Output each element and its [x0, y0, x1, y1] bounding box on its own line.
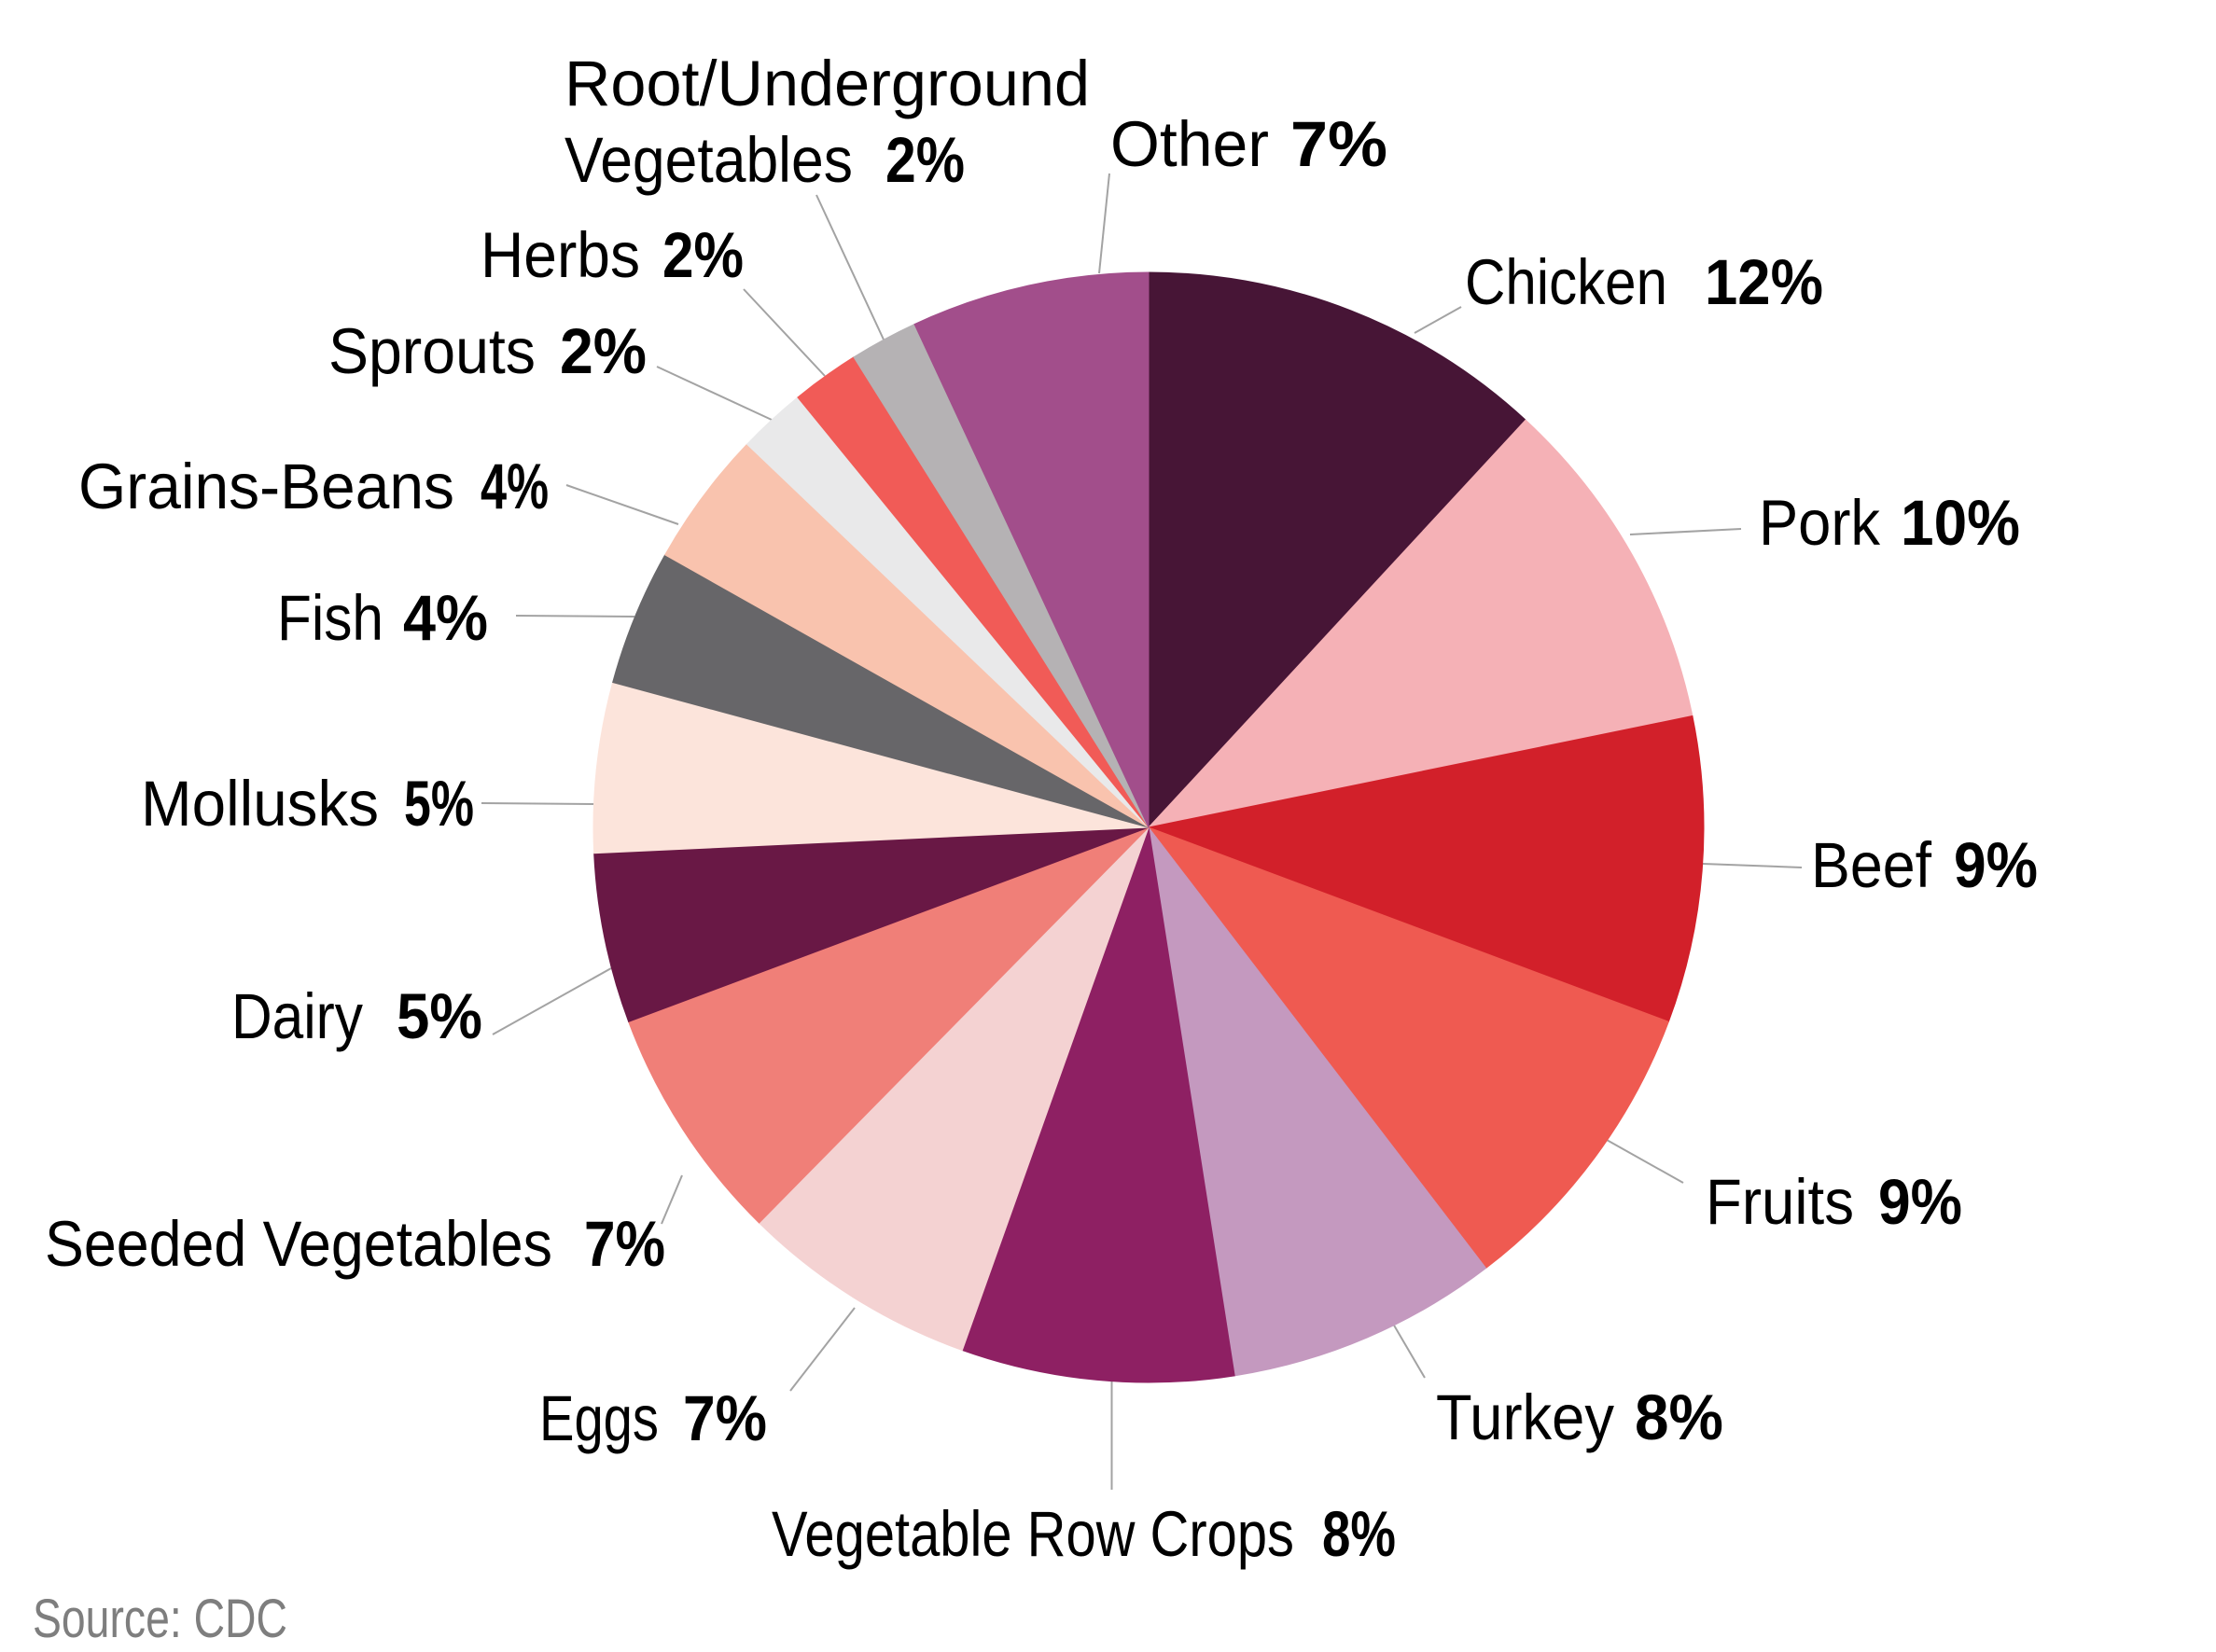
svg-text:Fish: Fish [277, 582, 383, 654]
svg-text:Herbs: Herbs [481, 219, 640, 291]
svg-text:Beef: Beef [1811, 829, 1932, 901]
svg-text:Dairy: Dairy [231, 980, 363, 1052]
svg-text:Pork: Pork [1759, 487, 1880, 559]
svg-text:Root/Underground: Root/Underground [564, 48, 1090, 119]
svg-text:Vegetable Row Crops: Vegetable Row Crops [772, 1498, 1294, 1570]
svg-text:8%: 8% [1322, 1498, 1396, 1570]
svg-text:Turkey: Turkey [1436, 1381, 1614, 1453]
svg-text:2%: 2% [885, 124, 965, 196]
svg-text:Fruits: Fruits [1706, 1166, 1854, 1238]
svg-text:2%: 2% [560, 315, 647, 387]
svg-text:Eggs: Eggs [539, 1382, 659, 1454]
svg-text:Grains-Beans: Grains-Beans [78, 451, 454, 522]
svg-text:4%: 4% [403, 582, 488, 654]
svg-text:5%: 5% [397, 980, 482, 1052]
svg-text:Mollusks: Mollusks [141, 768, 379, 840]
svg-text:Other: Other [1110, 108, 1269, 180]
svg-text:9%: 9% [1954, 829, 2038, 901]
svg-text:7%: 7% [1290, 108, 1387, 180]
svg-text:10%: 10% [1901, 487, 2020, 559]
svg-text:4%: 4% [481, 451, 549, 522]
svg-text:5%: 5% [404, 768, 474, 840]
svg-text:7%: 7% [683, 1382, 767, 1454]
svg-text:Source: CDC: Source: CDC [33, 1589, 287, 1649]
svg-text:Vegetables: Vegetables [564, 124, 853, 196]
svg-text:7%: 7% [584, 1208, 665, 1280]
svg-text:12%: 12% [1705, 246, 1823, 318]
svg-text:2%: 2% [662, 219, 744, 291]
svg-text:9%: 9% [1878, 1166, 1962, 1238]
svg-text:8%: 8% [1635, 1381, 1723, 1453]
svg-text:Sprouts: Sprouts [328, 315, 536, 387]
svg-text:Seeded Vegetables: Seeded Vegetables [45, 1208, 552, 1280]
svg-text:Chicken: Chicken [1465, 246, 1667, 318]
